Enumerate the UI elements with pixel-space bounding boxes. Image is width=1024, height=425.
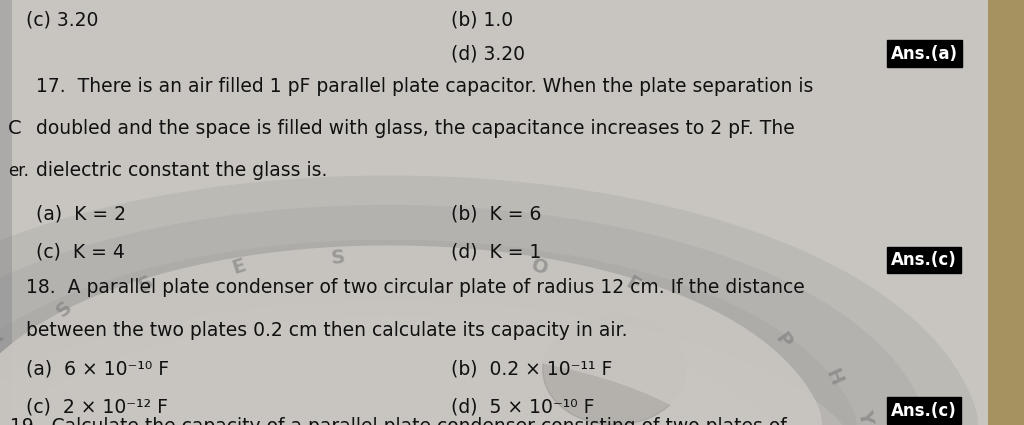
Text: Y: Y (854, 408, 876, 425)
Text: (d) 3.20: (d) 3.20 (451, 45, 524, 64)
Text: (b)  0.2 × 10⁻¹¹ F: (b) 0.2 × 10⁻¹¹ F (451, 359, 612, 378)
Text: (d)  K = 1: (d) K = 1 (451, 242, 541, 261)
Text: H: H (821, 366, 846, 388)
Text: 18.  A parallel plate condenser of two circular plate of radius 12 cm. If the di: 18. A parallel plate condenser of two ci… (26, 278, 804, 298)
FancyBboxPatch shape (988, 0, 1024, 425)
Text: C: C (8, 119, 22, 138)
Text: P: P (771, 329, 795, 351)
Text: (c) 3.20: (c) 3.20 (26, 11, 98, 30)
Text: doubled and the space is filled with glass, the capacitance increases to 2 pF. T: doubled and the space is filled with gla… (36, 119, 795, 138)
Text: (b)  K = 6: (b) K = 6 (451, 204, 541, 223)
Text: 17.  There is an air filled 1 pF parallel plate capacitor. When the plate separa: 17. There is an air filled 1 pF parallel… (36, 76, 813, 96)
Text: (b) 1.0: (b) 1.0 (451, 11, 513, 30)
Text: F: F (622, 272, 643, 296)
Text: 19.  Calculate the capacity of a parallel plate condenser consisting of two plat: 19. Calculate the capacity of a parallel… (10, 416, 787, 425)
Text: S: S (331, 248, 346, 269)
Text: er.: er. (8, 162, 29, 179)
Text: S: S (52, 297, 75, 321)
Text: (d)  5 × 10⁻¹⁰ F: (d) 5 × 10⁻¹⁰ F (451, 397, 594, 416)
Text: (c)  K = 4: (c) K = 4 (36, 242, 125, 261)
FancyBboxPatch shape (0, 0, 12, 425)
Text: (a)  6 × 10⁻¹⁰ F: (a) 6 × 10⁻¹⁰ F (26, 359, 169, 378)
Text: (c)  2 × 10⁻¹² F: (c) 2 × 10⁻¹² F (26, 397, 168, 416)
Text: (a)  K = 2: (a) K = 2 (36, 204, 126, 223)
Text: A: A (0, 329, 8, 352)
Text: S: S (135, 272, 157, 296)
Text: Ans.(c): Ans.(c) (891, 402, 956, 419)
Text: E: E (229, 256, 248, 278)
Text: Ans.(c): Ans.(c) (891, 251, 956, 269)
Text: dielectric constant the glass is.: dielectric constant the glass is. (36, 162, 328, 181)
Ellipse shape (543, 314, 686, 425)
Text: between the two plates 0.2 cm then calculate its capacity in air.: between the two plates 0.2 cm then calcu… (26, 321, 627, 340)
Text: O: O (528, 255, 550, 279)
Text: Ans.(a): Ans.(a) (891, 45, 957, 62)
